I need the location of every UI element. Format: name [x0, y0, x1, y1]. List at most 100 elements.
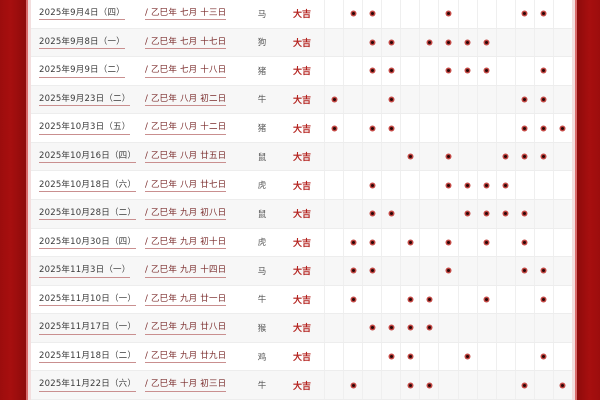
activity-cell[interactable] [476, 171, 496, 199]
activity-cell[interactable] [343, 228, 362, 257]
activity-cell[interactable] [400, 171, 419, 199]
table-row[interactable]: 2025年10月16日（四） / 乙巳年 八月 廿五日 鼠 大吉 [31, 142, 572, 172]
table-row[interactable]: 2025年11月3日（一） / 乙巳年 九月 十四日 马 大吉 [31, 257, 572, 286]
activity-cell[interactable] [514, 199, 534, 228]
activity-cell[interactable] [495, 0, 515, 28]
activity-cell[interactable] [343, 257, 362, 285]
activity-cell[interactable] [362, 199, 381, 228]
activity-cell[interactable] [381, 57, 400, 85]
activity-cell[interactable] [343, 57, 362, 85]
activity-cell[interactable] [438, 171, 457, 199]
table-row[interactable]: 2025年9月9日（二） / 乙巳年 七月 十八日 猪 大吉 [31, 57, 572, 86]
activity-cell[interactable] [343, 285, 362, 314]
activity-cell[interactable] [552, 342, 572, 371]
activity-cell[interactable] [343, 342, 362, 371]
activity-cell[interactable] [476, 199, 496, 228]
activity-cell[interactable] [362, 285, 381, 314]
activity-cell[interactable] [552, 0, 572, 28]
activity-cell[interactable] [343, 85, 362, 114]
activity-cell[interactable] [514, 28, 534, 57]
activity-cell[interactable] [381, 342, 400, 371]
activity-cell[interactable] [343, 0, 362, 28]
activity-cell[interactable] [552, 171, 572, 199]
activity-cell[interactable] [419, 0, 438, 28]
activity-cell[interactable] [476, 28, 496, 57]
activity-cell[interactable] [362, 57, 381, 85]
activity-cell[interactable] [552, 57, 572, 85]
activity-cell[interactable] [343, 114, 362, 142]
activity-cell[interactable] [552, 371, 572, 399]
activity-cell[interactable] [419, 371, 438, 399]
activity-cell[interactable] [438, 257, 457, 285]
activity-cell[interactable] [400, 314, 419, 342]
activity-cell[interactable] [400, 0, 419, 28]
activity-cell[interactable] [533, 0, 553, 28]
activity-cell[interactable] [457, 142, 477, 171]
activity-cell[interactable] [533, 285, 553, 314]
activity-cell[interactable] [362, 114, 381, 142]
activity-cell[interactable] [495, 114, 515, 142]
activity-cell[interactable] [362, 28, 381, 57]
table-row[interactable]: 2025年11月18日（二） / 乙巳年 九月 廿九日 鸡 大吉 [31, 342, 572, 372]
activity-cell[interactable] [362, 171, 381, 199]
activity-cell[interactable] [495, 85, 515, 114]
activity-cell[interactable] [457, 171, 477, 199]
activity-cell[interactable] [400, 257, 419, 285]
activity-cell[interactable] [533, 171, 553, 199]
activity-cell[interactable] [381, 257, 400, 285]
activity-cell[interactable] [457, 314, 477, 342]
activity-cell[interactable] [362, 85, 381, 114]
activity-cell[interactable] [438, 228, 457, 257]
table-row[interactable]: 2025年10月30日（四） / 乙巳年 九月 初十日 虎 大吉 [31, 228, 572, 258]
activity-cell[interactable] [457, 57, 477, 85]
activity-cell[interactable] [343, 142, 362, 171]
activity-cell[interactable] [476, 257, 496, 285]
table-row[interactable]: 2025年11月10日（一） / 乙巳年 九月 廿一日 牛 大吉 [31, 285, 572, 315]
activity-cell[interactable] [343, 199, 362, 228]
activity-cell[interactable] [438, 199, 457, 228]
activity-cell[interactable] [552, 285, 572, 314]
activity-cell[interactable] [381, 314, 400, 342]
activity-cell[interactable] [552, 114, 572, 142]
activity-cell[interactable] [514, 257, 534, 285]
activity-cell[interactable] [476, 85, 496, 114]
activity-cell[interactable] [495, 142, 515, 171]
activity-cell[interactable] [533, 114, 553, 142]
activity-cell[interactable] [476, 285, 496, 314]
activity-cell[interactable] [362, 0, 381, 28]
activity-cell[interactable] [457, 28, 477, 57]
activity-cell[interactable] [457, 285, 477, 314]
activity-cell[interactable] [495, 57, 515, 85]
table-row[interactable]: 2025年10月3日（五） / 乙巳年 八月 十二日 猪 大吉 [31, 114, 572, 143]
activity-cell[interactable] [400, 85, 419, 114]
activity-cell[interactable] [324, 371, 343, 399]
table-row[interactable]: 2025年10月28日（二） / 乙巳年 九月 初八日 鼠 大吉 [31, 199, 572, 229]
activity-cell[interactable] [495, 171, 515, 199]
activity-cell[interactable] [457, 342, 477, 371]
activity-cell[interactable] [514, 228, 534, 257]
activity-cell[interactable] [457, 114, 477, 142]
activity-cell[interactable] [381, 28, 400, 57]
activity-cell[interactable] [324, 85, 343, 114]
activity-cell[interactable] [533, 57, 553, 85]
activity-cell[interactable] [476, 314, 496, 342]
activity-cell[interactable] [552, 257, 572, 285]
activity-cell[interactable] [438, 342, 457, 371]
activity-cell[interactable] [419, 342, 438, 371]
activity-cell[interactable] [533, 228, 553, 257]
activity-cell[interactable] [419, 228, 438, 257]
auspicious-dates-table[interactable]: 2025年9月4日（四） / 乙巳年 七月 十三日马大吉 2025年9月8日（一） /… [31, 0, 572, 400]
activity-cell[interactable] [495, 342, 515, 371]
activity-cell[interactable] [324, 114, 343, 142]
activity-cell[interactable] [419, 142, 438, 171]
activity-cell[interactable] [495, 199, 515, 228]
activity-cell[interactable] [533, 199, 553, 228]
activity-cell[interactable] [438, 314, 457, 342]
activity-cell[interactable] [400, 371, 419, 399]
activity-cell[interactable] [552, 28, 572, 57]
activity-cell[interactable] [400, 57, 419, 85]
activity-cell[interactable] [514, 285, 534, 314]
activity-cell[interactable] [419, 257, 438, 285]
table-row[interactable]: 2025年9月8日（一） / 乙巳年 七月 十七日 狗 大吉 [31, 28, 572, 58]
activity-cell[interactable] [419, 314, 438, 342]
